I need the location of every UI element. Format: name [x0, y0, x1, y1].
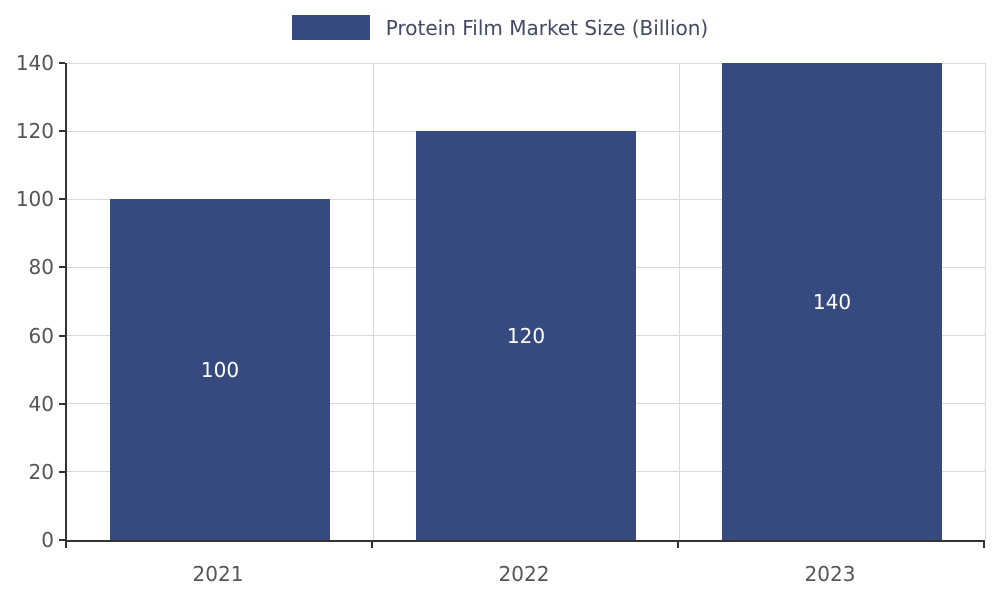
y-axis-tick-label: 120: [15, 119, 54, 144]
chart-legend[interactable]: Protein Film Market Size (Billion): [0, 15, 1000, 40]
y-axis-tick: [59, 62, 65, 64]
x-axis-tick-label: 2023: [804, 562, 856, 586]
y-axis-tick: [59, 402, 65, 405]
y-axis-tick: [59, 130, 65, 133]
y-axis-tick-label: 60: [28, 323, 54, 348]
x-axis-tick: [677, 542, 679, 548]
bar-value-label: 100: [200, 357, 240, 382]
x-axis-tick-label: 2021: [192, 562, 244, 586]
bar-2021: [109, 199, 331, 540]
v-gridline: [984, 63, 986, 540]
bar-value-label: 120: [506, 323, 546, 348]
v-gridline: [678, 63, 680, 540]
y-axis-tick: [59, 334, 65, 337]
v-gridline: [372, 63, 374, 540]
x-axis-tick: [371, 542, 373, 548]
y-axis-tick-label: 0: [41, 528, 54, 552]
y-axis-tick-label: 140: [15, 51, 54, 75]
y-axis-tick-label: 20: [28, 459, 54, 484]
plot-area: 100 120 140: [65, 63, 986, 542]
bar-2023: [721, 63, 943, 540]
h-gridline: [67, 130, 985, 132]
legend-label: Protein Film Market Size (Billion): [385, 15, 709, 40]
y-axis-tick: [59, 470, 65, 473]
x-axis-tick-label: 2022: [498, 562, 550, 586]
bar-value-label: 140: [812, 289, 852, 314]
x-axis-tick: [65, 542, 67, 548]
y-axis-tick: [59, 198, 65, 201]
y-axis-tick-label: 80: [28, 255, 54, 280]
x-axis-tick: [983, 542, 985, 548]
h-gridline: [67, 63, 985, 64]
y-axis-tick-label: 40: [28, 391, 54, 416]
y-axis-tick-label: 100: [15, 187, 54, 212]
bar-2022: [415, 131, 637, 540]
y-axis-tick: [59, 266, 65, 269]
y-axis-tick: [59, 539, 65, 541]
legend-swatch-icon: [291, 15, 370, 40]
